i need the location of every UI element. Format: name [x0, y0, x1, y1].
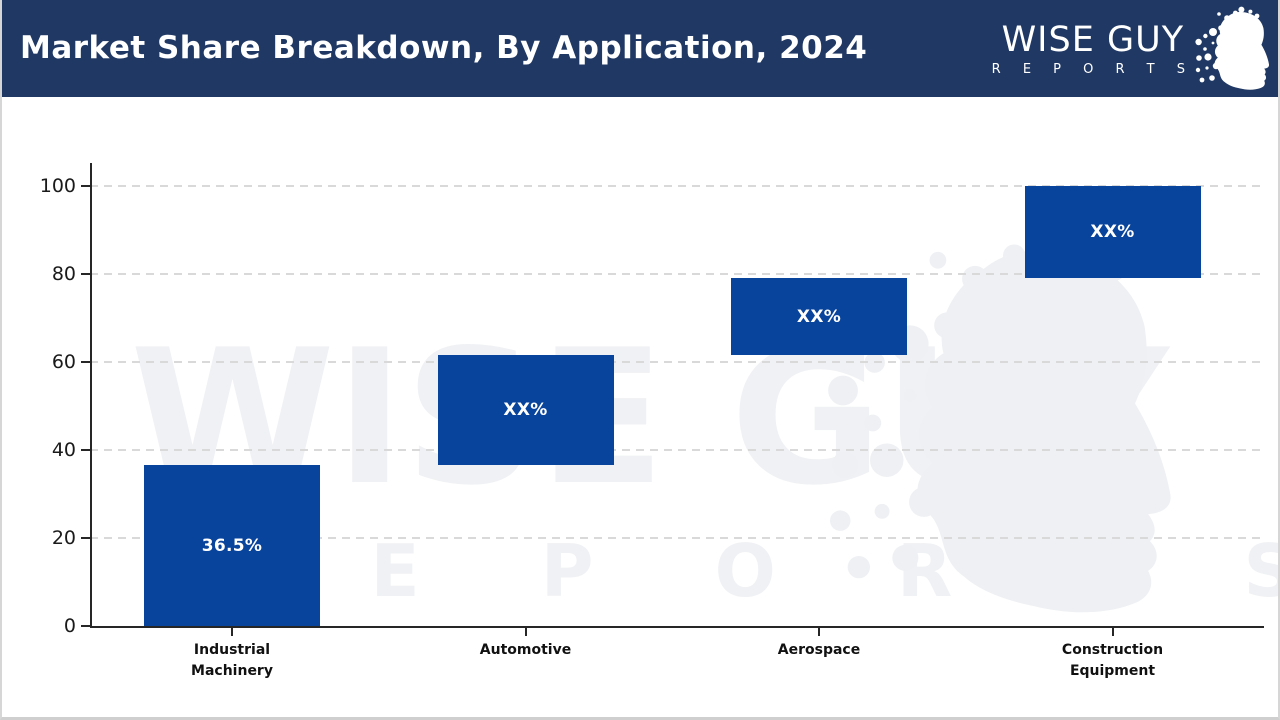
grid-line	[90, 537, 1264, 539]
bar-segment: XX%	[1024, 186, 1201, 279]
y-axis-tick	[81, 449, 90, 451]
y-tick-label: 40	[51, 439, 76, 461]
logo-head-icon	[1195, 6, 1270, 90]
x-category-label: Aerospace	[777, 642, 861, 658]
y-axis-line	[90, 163, 92, 628]
x-category-label: Automotive	[479, 642, 572, 658]
x-axis-tick	[1111, 628, 1114, 636]
y-tick-label: 80	[51, 263, 76, 285]
bar-value-label: XX%	[503, 400, 548, 421]
y-tick-label: 20	[51, 527, 76, 549]
y-axis-tick	[81, 185, 90, 187]
bar-value-label: XX%	[1090, 222, 1135, 243]
y-axis-tick	[81, 537, 90, 539]
grid-line	[90, 449, 1264, 451]
y-axis-tick	[81, 625, 90, 627]
x-axis-tick	[818, 628, 820, 636]
bar-value-label: XX%	[796, 306, 842, 327]
bar-value-label: 36.5%	[201, 535, 263, 556]
bar-segment: XX%	[731, 278, 907, 356]
bar-segment: 36.5%	[144, 465, 320, 626]
x-axis-line	[90, 626, 1264, 628]
y-tick-label: 0	[63, 615, 76, 637]
y-axis-tick	[81, 361, 90, 363]
bar-segment: XX%	[437, 355, 614, 466]
header: Market Share Breakdown, By Application, …	[2, 0, 1278, 97]
y-tick-label: 60	[51, 351, 76, 373]
x-category-label: Construction Equipment	[1061, 642, 1164, 679]
grid-line	[90, 185, 1264, 187]
waterfall-chart: WISE GUY R E P O R T S 0 20 40 60 80 100 36.5%…	[2, 97, 1278, 717]
y-axis-tick	[81, 273, 90, 275]
x-category-label: Industrial Machinery	[191, 642, 273, 679]
logo-subtext: R E P O R T S	[991, 62, 1194, 77]
logo-wordmark: WISE GUY	[1001, 20, 1185, 60]
x-axis-tick	[524, 628, 527, 636]
grid-line	[90, 361, 1264, 363]
grid-line	[90, 273, 1264, 275]
y-tick-label: 100	[39, 175, 76, 197]
wiseguy-logo: WISE GUY R E P O R T S	[992, 20, 1194, 79]
x-axis-tick	[231, 628, 233, 636]
page-title: Market Share Breakdown, By Application, …	[20, 30, 868, 66]
